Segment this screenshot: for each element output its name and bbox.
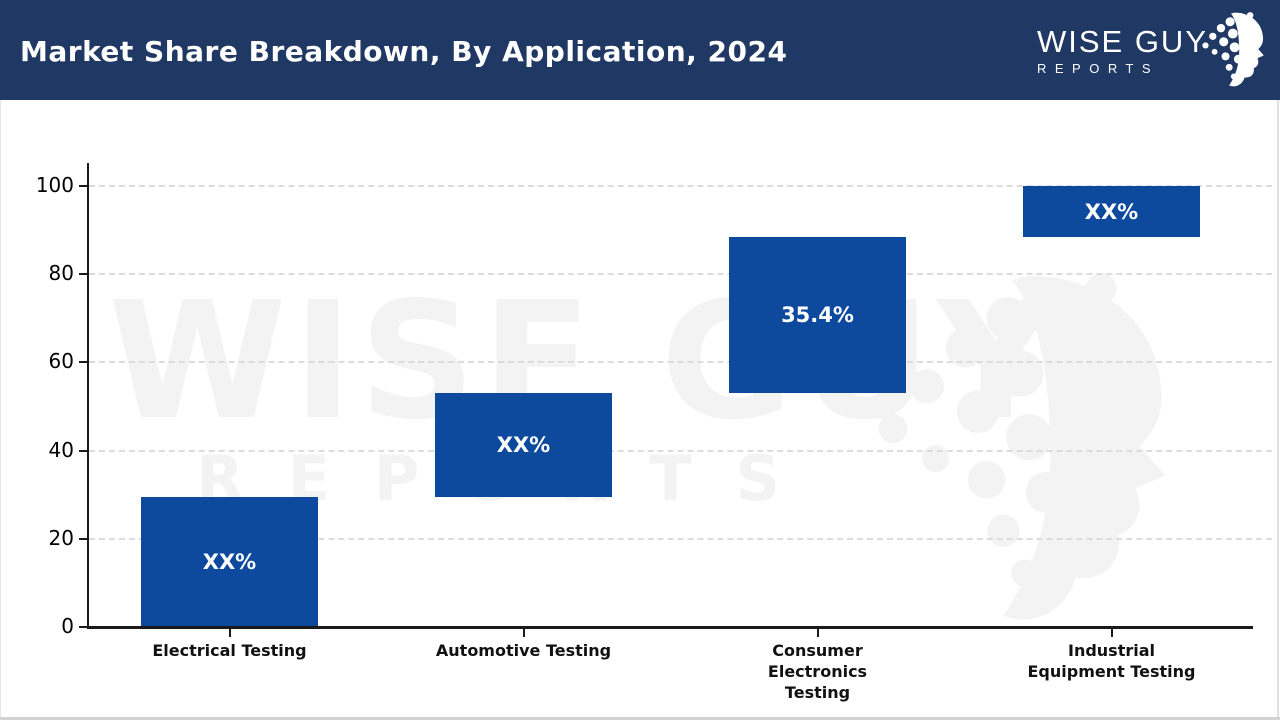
x-tick-mark-consumer-electronics-testing xyxy=(816,629,819,637)
y-tick-mark-0 xyxy=(79,626,87,628)
bar-value-label: XX% xyxy=(1084,199,1139,224)
x-axis-spine xyxy=(87,626,1253,629)
x-tick-mark-automotive-testing xyxy=(522,629,525,637)
y-tick-label-20: 20 xyxy=(48,525,74,550)
y-tick-mark-100 xyxy=(79,185,87,187)
x-tick-mark-electrical-testing xyxy=(228,629,231,637)
y-tick-mark-20 xyxy=(79,537,87,540)
y-tick-mark-40 xyxy=(79,449,87,452)
x-tick-mark-industrial-equipment-testing xyxy=(1110,629,1113,637)
bar-electrical-testing: XX% xyxy=(141,496,318,627)
bar-industrial-equipment-testing: XX% xyxy=(1023,186,1200,238)
gridline-80 xyxy=(89,273,1272,276)
gridline-40 xyxy=(89,449,1272,452)
y-tick-label-80: 80 xyxy=(48,261,74,286)
logo-head-icon xyxy=(1202,12,1264,87)
bar-value-label: XX% xyxy=(496,433,551,458)
left-edge-border xyxy=(0,100,1,720)
header: Market Share Breakdown, By Application, … xyxy=(0,0,1280,100)
y-tick-label-60: 60 xyxy=(48,349,74,374)
y-tick-label-100: 100 xyxy=(35,173,74,197)
logo-wordmark: WISE GUY xyxy=(1036,23,1208,59)
wiseguy-logo: WISE GUY REPORTS xyxy=(1037,8,1268,92)
y-tick-label-40: 40 xyxy=(48,437,74,462)
bar-value-label: 35.4% xyxy=(781,303,854,328)
x-tick-label-automotive-testing: Automotive Testing xyxy=(435,641,612,660)
bar-value-label: XX% xyxy=(202,549,257,574)
x-tick-label-industrial-equipment-testing: Industrial Equipment Testing xyxy=(1027,641,1196,681)
y-tick-mark-80 xyxy=(79,273,87,276)
y-axis-spine xyxy=(87,163,89,628)
x-tick-label-consumer-electronics-testing: Consumer Electronics Testing xyxy=(767,641,868,702)
report-title: Market Share Breakdown, By Application, … xyxy=(20,35,788,68)
logo-subtext: REPORTS xyxy=(1036,60,1160,76)
gridline-20 xyxy=(89,537,1272,540)
y-tick-label-0: 0 xyxy=(61,614,74,638)
y-tick-mark-60 xyxy=(79,361,87,364)
right-edge-border xyxy=(1277,100,1279,720)
bar-consumer-electronics-testing: 35.4% xyxy=(729,237,906,394)
gridline-100 xyxy=(89,185,1272,187)
x-tick-label-electrical-testing: Electrical Testing xyxy=(152,641,307,660)
gridline-60 xyxy=(89,361,1272,364)
bottom-edge-border xyxy=(0,717,1280,720)
bar-automotive-testing: XX% xyxy=(435,393,612,497)
